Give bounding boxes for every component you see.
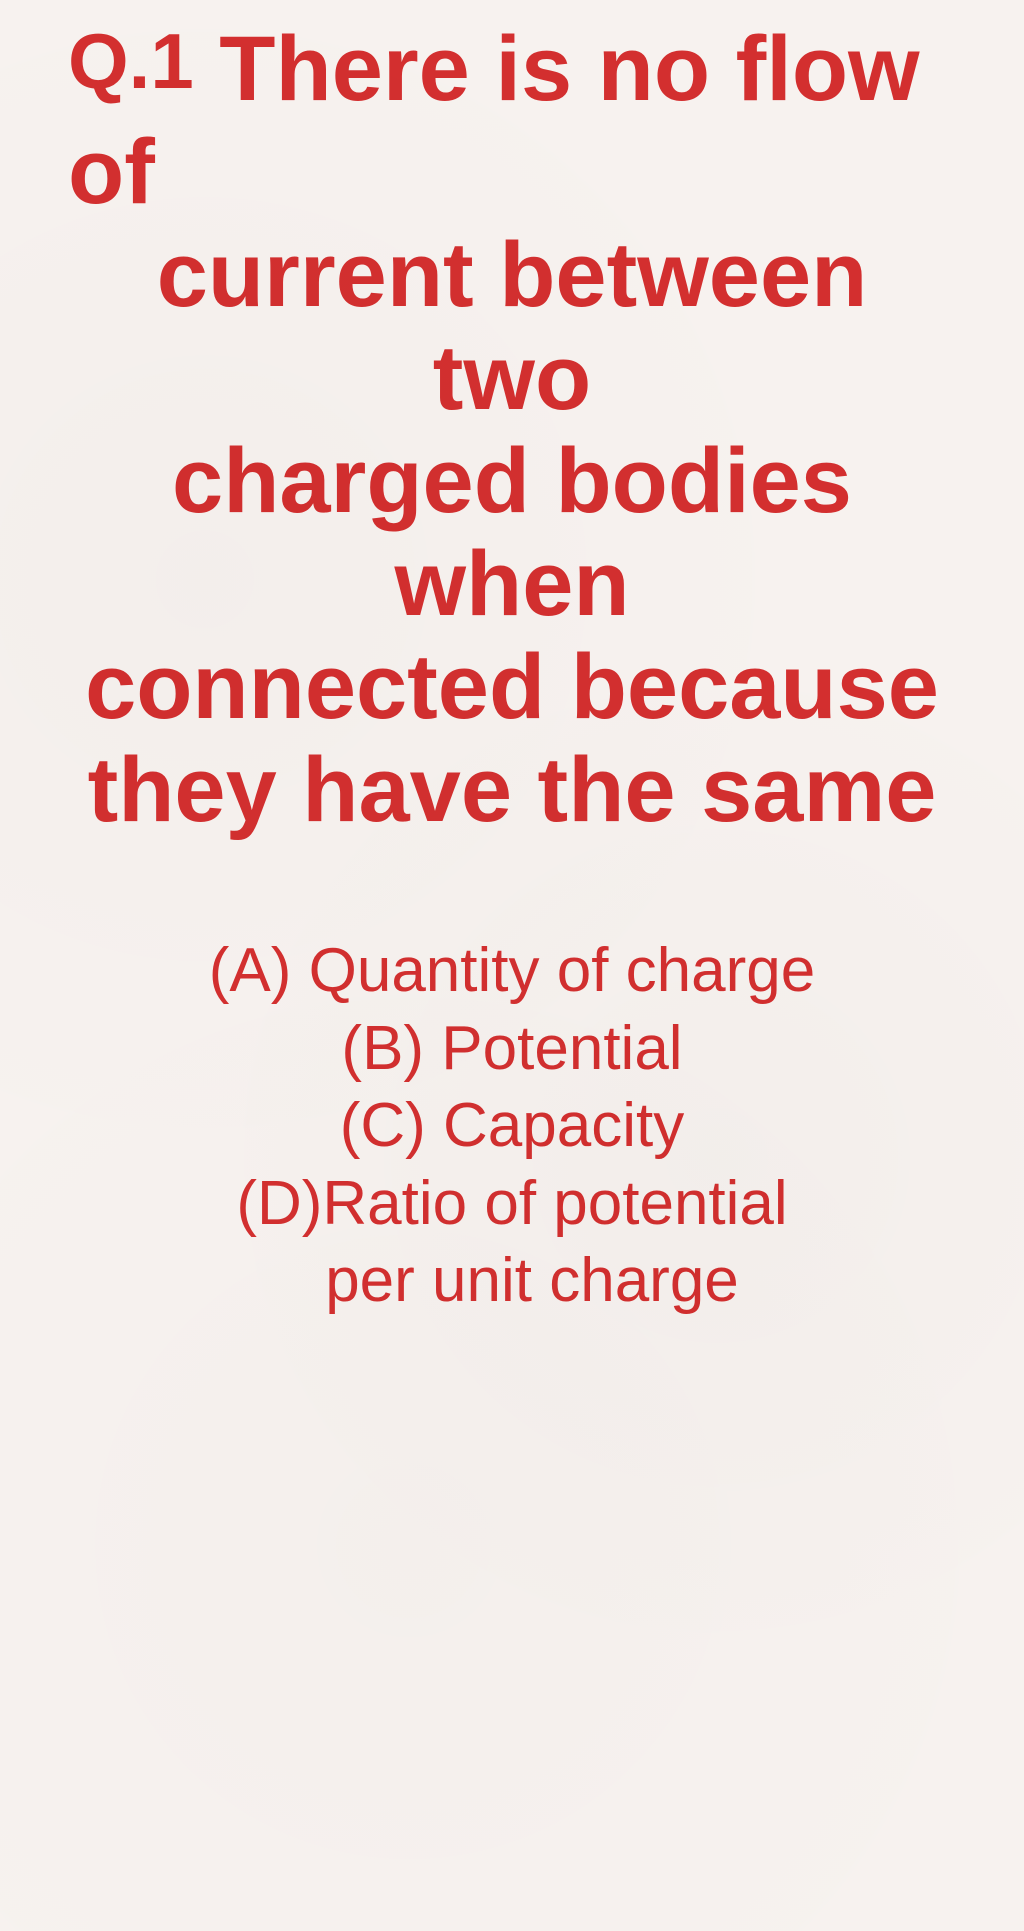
- question-line-5: they have the same: [88, 739, 937, 841]
- option-d-line-1: (D)Ratio of potential: [28, 1165, 996, 1243]
- question-block: Q.1 There is no flow of current between …: [0, 0, 1024, 1320]
- option-b: (B) Potential: [28, 1010, 996, 1088]
- option-a: (A) Quantity of charge: [28, 932, 996, 1010]
- question-number: Q.1: [68, 17, 194, 105]
- option-c: (C) Capacity: [28, 1087, 996, 1165]
- option-d-line-2: per unit charge: [28, 1242, 996, 1320]
- options-block: (A) Quantity of charge (B) Potential (C)…: [28, 932, 996, 1320]
- question-line-4: connected because: [85, 636, 939, 738]
- question-line-2: current between two: [157, 224, 868, 429]
- question-line-3: charged bodies when: [172, 430, 852, 635]
- question-line-1: There is no flow of: [68, 18, 920, 223]
- question-text: Q.1 There is no flow of current between …: [28, 18, 996, 842]
